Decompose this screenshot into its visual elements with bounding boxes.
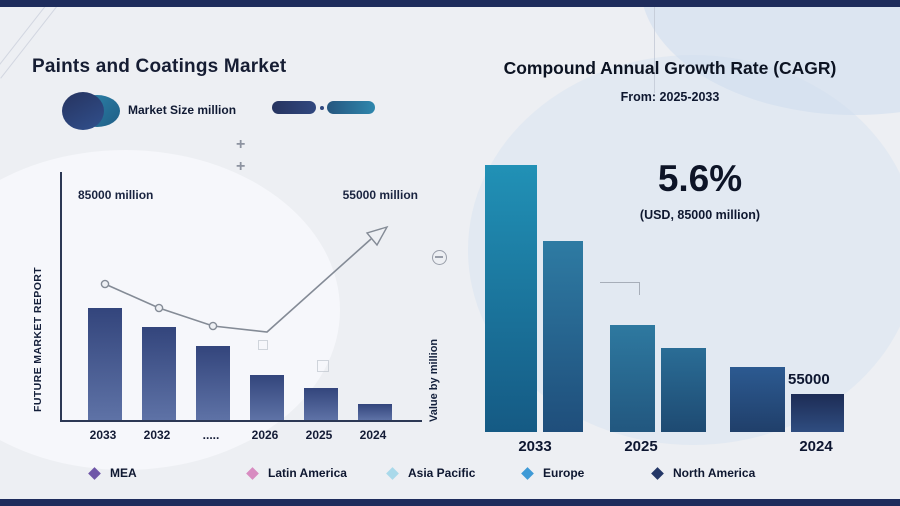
top-border — [0, 0, 900, 7]
market-size-label: Market Size million — [128, 103, 237, 117]
value-annotation-55000: 55000 — [788, 371, 830, 388]
x-label-2025: 2025 — [305, 428, 333, 442]
legend-item-europe: Europe — [521, 466, 585, 480]
legend-pill-dot — [320, 106, 324, 110]
bar-2025 — [304, 388, 338, 420]
legend-label: MEA — [110, 466, 137, 480]
bottom-border — [0, 499, 900, 506]
x-label-dots: ..... — [202, 428, 220, 442]
page-title: Paints and Coatings Market — [32, 56, 287, 77]
market-size-legend: Market Size million — [62, 92, 392, 132]
mea-diamond-icon — [88, 466, 101, 480]
cagr-caption: (USD, 85000 million) — [639, 208, 761, 222]
plus-decor-icon: + — [236, 158, 246, 175]
bar-2033-lower — [543, 241, 583, 432]
cylinder-icon-front — [62, 92, 104, 130]
x-label-2032: 2032 — [143, 428, 171, 442]
x-label-2033: 2033 — [518, 438, 552, 455]
legend-item-north-america: North America — [651, 466, 756, 480]
bar-group — [88, 308, 392, 420]
latin-america-diamond-icon — [246, 466, 259, 480]
decor-square-icon — [317, 360, 329, 372]
asia-pacific-diamond-icon — [386, 466, 399, 480]
legend-label: North America — [673, 466, 756, 480]
legend-item-latin-america: Latin America — [246, 466, 347, 480]
cylinder-icon — [62, 92, 120, 130]
decor-square-icon — [258, 340, 268, 350]
cagr-title: Compound Annual Growth Rate (CAGR) — [503, 58, 837, 78]
min-value-annotation: 55000 million — [342, 188, 418, 202]
bar-2024 — [358, 404, 392, 420]
right-chart-y-axis-label: Value by million — [428, 338, 440, 422]
europe-diamond-icon — [521, 466, 534, 480]
bar-2025-lower — [661, 348, 706, 432]
north-america-diamond-icon — [651, 466, 664, 480]
decor-bracket — [600, 282, 640, 295]
bar-2024-upper — [730, 367, 785, 432]
decor-vertical-line — [654, 7, 655, 93]
cagr-value: 5.6% — [657, 158, 743, 199]
x-label-2026: 2026 — [251, 428, 279, 442]
cagr-bar-chart: 55000 — [480, 160, 860, 432]
legend-label: Latin America — [268, 466, 347, 480]
legend-item-mea: MEA — [88, 466, 137, 480]
max-value-annotation: 85000 million — [78, 188, 154, 202]
bar-2025-upper — [610, 325, 655, 432]
bar-intermediate — [196, 346, 230, 420]
legend-pill-navy — [272, 101, 316, 114]
legend-label: Europe — [543, 466, 585, 480]
x-label-2024: 2024 — [799, 438, 833, 455]
bar-2024-lower — [791, 394, 844, 432]
cagr-period: From: 2025-2033 — [620, 90, 720, 104]
legend-item-asia-pacific: Asia Pacific — [386, 466, 476, 480]
x-label-2025: 2025 — [624, 438, 658, 455]
bar-2033-upper — [485, 165, 537, 432]
left-chart-y-axis-label: FUTURE MARKET REPORT — [32, 266, 44, 412]
x-label-2033: 2033 — [89, 428, 117, 442]
left-chart-x-axis: 2033 2032 ..... 2026 2025 2024 — [86, 428, 390, 442]
circle-minus-icon — [432, 250, 447, 265]
legend-pill-teal — [327, 101, 375, 114]
legend-label: Asia Pacific — [408, 466, 476, 480]
plus-decor-icon: + — [236, 136, 246, 153]
bar-2033 — [88, 308, 122, 420]
market-size-bar-chart: 85000 million 55000 million — [60, 172, 422, 422]
x-label-2024: 2024 — [359, 428, 387, 442]
bar-2026 — [250, 375, 284, 420]
bar-2032 — [142, 327, 176, 420]
